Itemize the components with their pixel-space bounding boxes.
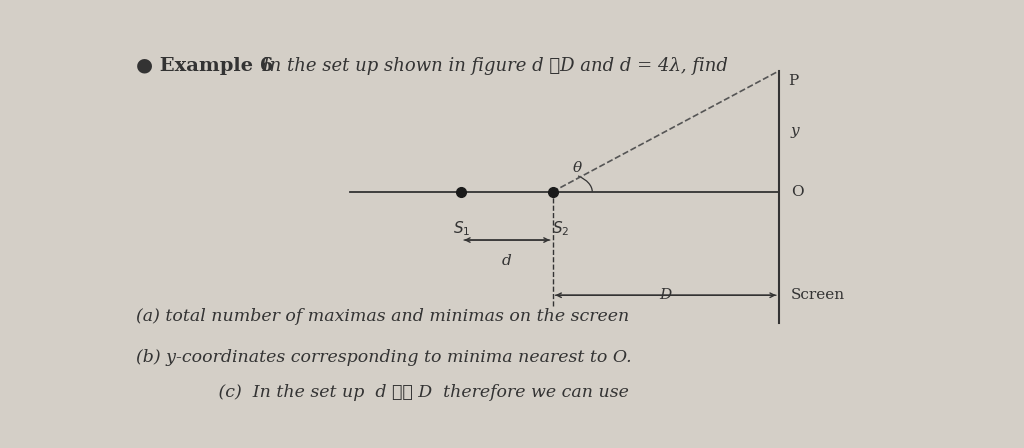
Text: Screen: Screen <box>791 288 845 302</box>
Text: D: D <box>659 288 672 302</box>
Text: (c)  In the set up  d ≪≪ D  therefore we can use: (c) In the set up d ≪≪ D therefore we ca… <box>136 384 629 401</box>
Text: ● Example 6: ● Example 6 <box>136 57 273 75</box>
Text: y: y <box>791 125 800 138</box>
Text: (a) total number of maximas and minimas on the screen: (a) total number of maximas and minimas … <box>136 308 629 325</box>
Text: d: d <box>502 254 512 268</box>
Text: $S_1$: $S_1$ <box>453 220 470 238</box>
Text: $S_2$: $S_2$ <box>552 220 569 238</box>
Text: θ: θ <box>572 160 582 175</box>
Text: (b) y-coordinates corresponding to minima nearest to O.: (b) y-coordinates corresponding to minim… <box>136 349 632 366</box>
Text: P: P <box>788 74 799 88</box>
Text: O: O <box>791 185 803 199</box>
Text: In the set up shown in figure d ≪D and d = 4λ, find: In the set up shown in figure d ≪D and d… <box>251 57 728 75</box>
